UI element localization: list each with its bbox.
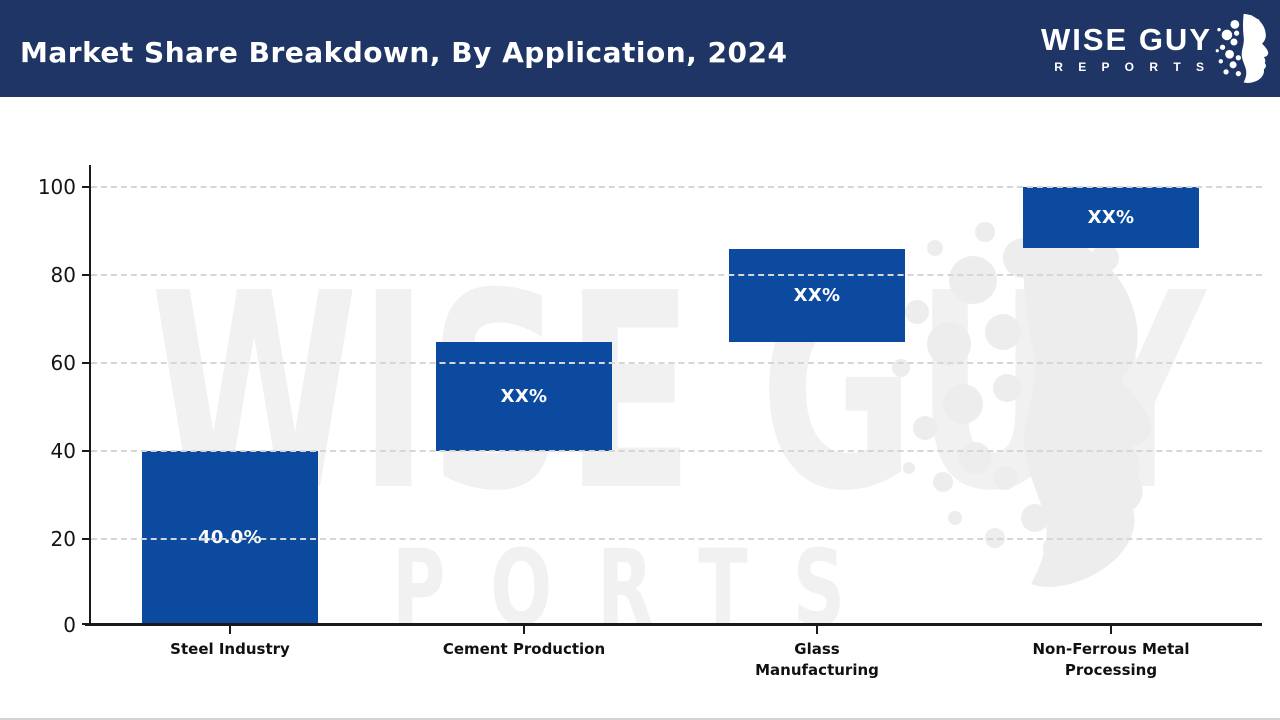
x-tick-steel [229, 626, 231, 634]
bar-value-label: XX% [1087, 207, 1135, 228]
bar-value-label: 40.0% [198, 526, 262, 548]
header-band: Market Share Breakdown, By Application, … [0, 0, 1280, 97]
x-tick-glass [816, 626, 818, 634]
y-tick-label: 100 [37, 175, 76, 199]
gridline-40 [91, 450, 1262, 452]
x-tick-cement [523, 626, 525, 634]
gridline-60 [91, 362, 1262, 364]
x-label-non-ferrous-metal-processing: Non-Ferrous Metal Processing [1032, 640, 1190, 679]
x-label-cement-production: Cement Production [442, 640, 606, 658]
watermark-reports: P O R T S [392, 527, 855, 649]
wise-guy-reports-logo: WISE GUY R E P O R T S [1010, 0, 1270, 97]
y-tick-0 [82, 623, 89, 625]
y-tick-label: 80 [50, 263, 76, 287]
x-axis-line [85, 623, 1262, 626]
y-tick-60 [82, 362, 89, 364]
y-tick-label: 60 [50, 351, 76, 375]
y-tick-100 [82, 186, 89, 188]
y-tick-80 [82, 274, 89, 276]
logo-text-reports: R E P O R T S [1054, 60, 1210, 74]
bar-value-label: XX% [793, 285, 841, 306]
watermark-dotted-head-profile-icon [880, 222, 1152, 587]
y-axis-line [89, 165, 91, 625]
dotted-head-profile-icon [1215, 13, 1269, 83]
gridline-20 [91, 538, 1262, 540]
gridline-100 [91, 186, 1262, 188]
chart-title: Market Share Breakdown, By Application, … [20, 36, 788, 69]
bottom-border-line [0, 718, 1280, 720]
y-tick-label: 20 [50, 527, 76, 551]
x-label-steel-industry: Steel Industry [170, 640, 290, 658]
y-tick-label: 0 [63, 613, 76, 637]
bar-non-ferrous-metal-processing: XX% [1023, 187, 1199, 248]
y-tick-40 [82, 450, 89, 452]
y-tick-label: 40 [50, 439, 76, 463]
bar-value-label: XX% [500, 386, 548, 407]
logo-text-wise-guy: WISE GUY [1040, 22, 1212, 57]
gridline-80 [91, 274, 1262, 276]
x-tick-nonferrous [1110, 626, 1112, 634]
bar-steel-industry: 40.0% [142, 451, 318, 623]
bar-cement-production: XX% [436, 342, 612, 451]
y-tick-20 [82, 538, 89, 540]
bar-glass-manufacturing: XX% [729, 249, 905, 342]
x-label-glass-manufacturing: Glass Manufacturing [755, 640, 879, 679]
